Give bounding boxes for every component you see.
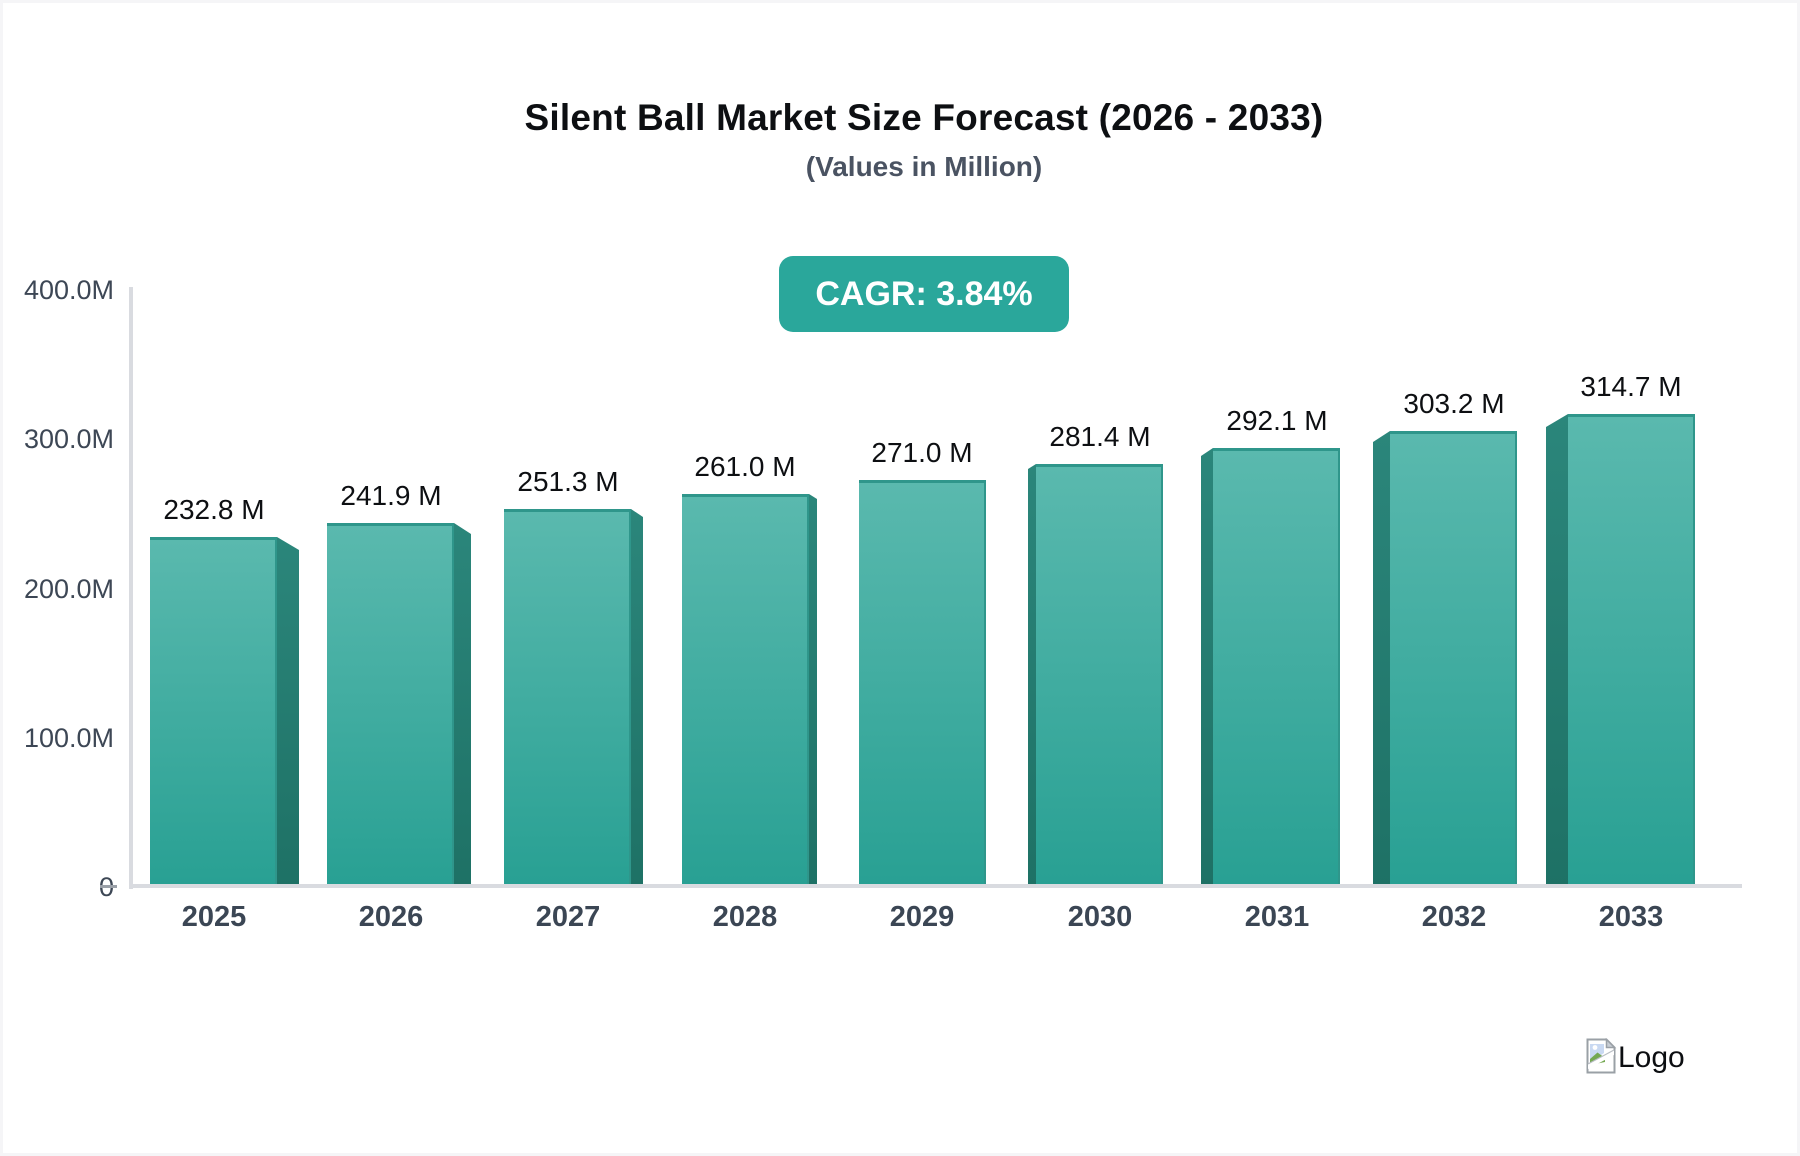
bar-value-label: 261.0 M [694,451,796,482]
x-axis-label: 2033 [1598,901,1664,933]
x-axis-label: 2032 [1421,901,1487,933]
bar-2028 [682,494,809,887]
bar-value-label: 292.1 M [1226,405,1328,436]
cagr-badge: CAGR: 3.84% [779,256,1069,332]
bar-value-label: 232.8 M [163,494,265,525]
x-axis-label: 2026 [358,901,424,933]
bar-value-label: 251.3 M [517,466,619,497]
bar-2032 [1390,431,1517,887]
x-axis-label: 2028 [712,901,778,933]
y-tick-label: 400.0M [23,275,114,305]
bar-3d-side [631,509,643,887]
chart-header: Silent Ball Market Size Forecast (2026 -… [48,0,1800,332]
bar-value-label: 303.2 M [1403,388,1505,419]
bar-value-label: 241.9 M [340,480,442,511]
y-tick-label: 300.0M [23,424,114,454]
x-axis-label: 2027 [535,901,601,933]
bar-2027 [504,509,631,887]
x-axis-label: 2029 [889,901,955,933]
y-axis-line [129,287,133,889]
bar-3d-side [1546,414,1568,887]
zero-tick-dash [100,885,117,888]
logo-alt-text: Logo [1618,1041,1685,1074]
bar-2026 [327,523,454,887]
bar-3d-side [1373,431,1390,887]
x-axis-baseline [129,884,1742,888]
bar-3d-side [1028,464,1036,887]
logo: Logo [1585,1038,1685,1075]
bar-2033 [1568,414,1695,887]
bar-3d-side [277,537,299,887]
broken-image-icon [1585,1038,1617,1075]
x-axis-label: 2030 [1067,901,1133,933]
bar-2029 [859,480,986,887]
bar-3d-side [454,523,471,887]
bar-2031 [1213,448,1340,887]
bar-3d-side [1201,448,1213,887]
bar-3d-side [809,494,817,887]
chart-subtitle: (Values in Million) [805,151,1043,182]
x-axis-label: 2025 [181,901,247,933]
y-tick-label: 200.0M [23,574,114,604]
bar-2025 [150,537,277,887]
y-tick-label: 100.0M [23,723,114,753]
bar-value-label: 281.4 M [1049,421,1151,452]
bar-2030 [1036,464,1163,887]
bar-value-label: 271.0 M [871,437,973,468]
x-axis-label: 2031 [1244,901,1310,933]
chart-title: Silent Ball Market Size Forecast (2026 -… [524,97,1324,138]
y-tick-label: 0 [0,871,114,903]
bar-value-label: 314.7 M [1580,371,1682,402]
